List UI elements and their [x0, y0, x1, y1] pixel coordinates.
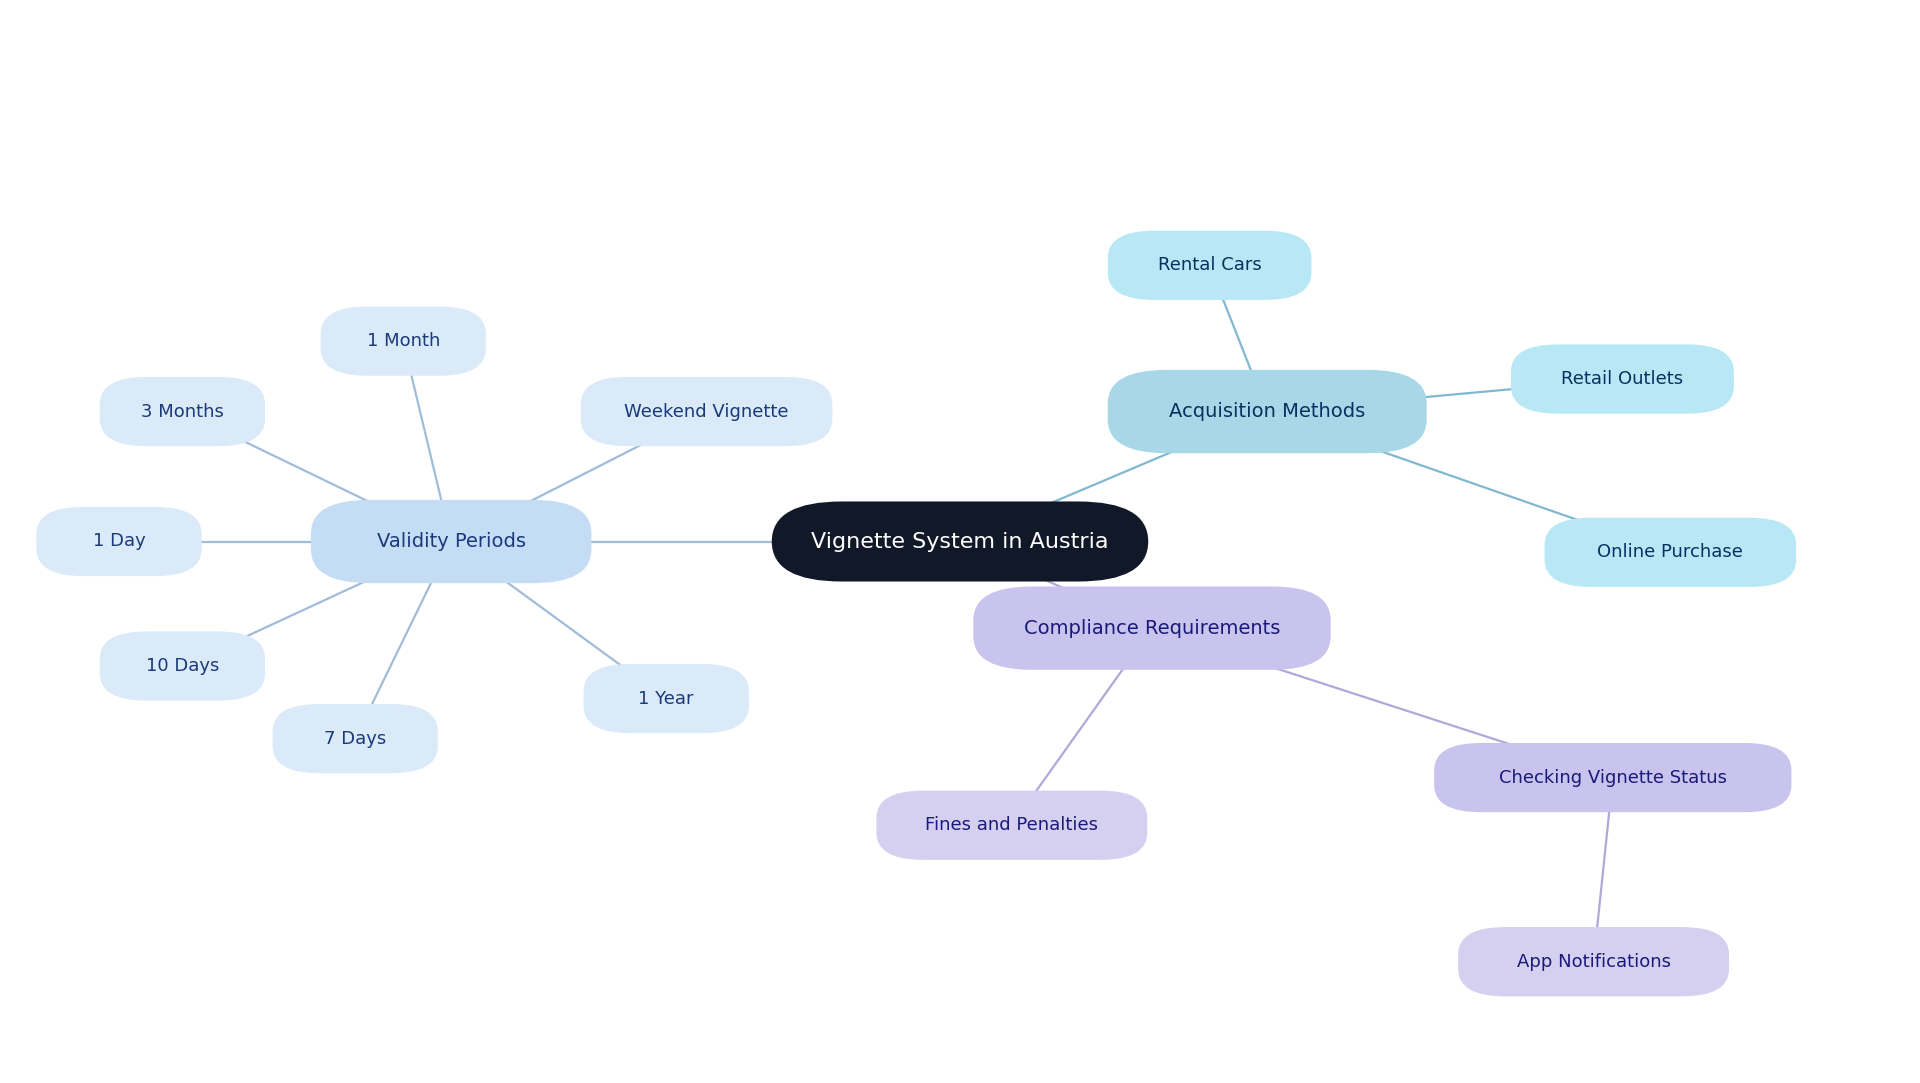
Text: 3 Months: 3 Months	[140, 403, 225, 420]
FancyBboxPatch shape	[273, 705, 436, 772]
Text: 1 Year: 1 Year	[639, 690, 693, 707]
FancyBboxPatch shape	[772, 503, 1146, 580]
FancyBboxPatch shape	[36, 508, 202, 575]
Text: 7 Days: 7 Days	[324, 730, 386, 747]
FancyBboxPatch shape	[1513, 345, 1732, 413]
FancyBboxPatch shape	[1459, 928, 1728, 995]
FancyBboxPatch shape	[321, 308, 484, 375]
Text: Validity Periods: Validity Periods	[376, 532, 526, 551]
FancyBboxPatch shape	[1110, 232, 1309, 299]
Text: App Notifications: App Notifications	[1517, 953, 1670, 970]
Text: 10 Days: 10 Days	[146, 657, 219, 675]
Text: Checking Vignette Status: Checking Vignette Status	[1500, 769, 1726, 786]
Text: 1 Day: 1 Day	[92, 533, 146, 550]
Text: Online Purchase: Online Purchase	[1597, 544, 1743, 561]
FancyBboxPatch shape	[1434, 744, 1789, 811]
Text: Acquisition Methods: Acquisition Methods	[1169, 402, 1365, 421]
Text: Vignette System in Austria: Vignette System in Austria	[812, 532, 1108, 551]
Text: 1 Month: 1 Month	[367, 332, 440, 350]
FancyBboxPatch shape	[100, 378, 265, 445]
FancyBboxPatch shape	[973, 587, 1329, 668]
FancyBboxPatch shape	[877, 792, 1146, 859]
FancyBboxPatch shape	[100, 632, 265, 700]
FancyBboxPatch shape	[311, 500, 591, 583]
Text: Weekend Vignette: Weekend Vignette	[624, 403, 789, 420]
FancyBboxPatch shape	[1110, 370, 1425, 453]
Text: Rental Cars: Rental Cars	[1158, 257, 1261, 274]
Text: Fines and Penalties: Fines and Penalties	[925, 817, 1098, 834]
FancyBboxPatch shape	[584, 665, 749, 732]
FancyBboxPatch shape	[582, 378, 831, 445]
Text: Retail Outlets: Retail Outlets	[1561, 370, 1684, 388]
Text: Compliance Requirements: Compliance Requirements	[1023, 618, 1281, 638]
FancyBboxPatch shape	[1546, 519, 1795, 586]
